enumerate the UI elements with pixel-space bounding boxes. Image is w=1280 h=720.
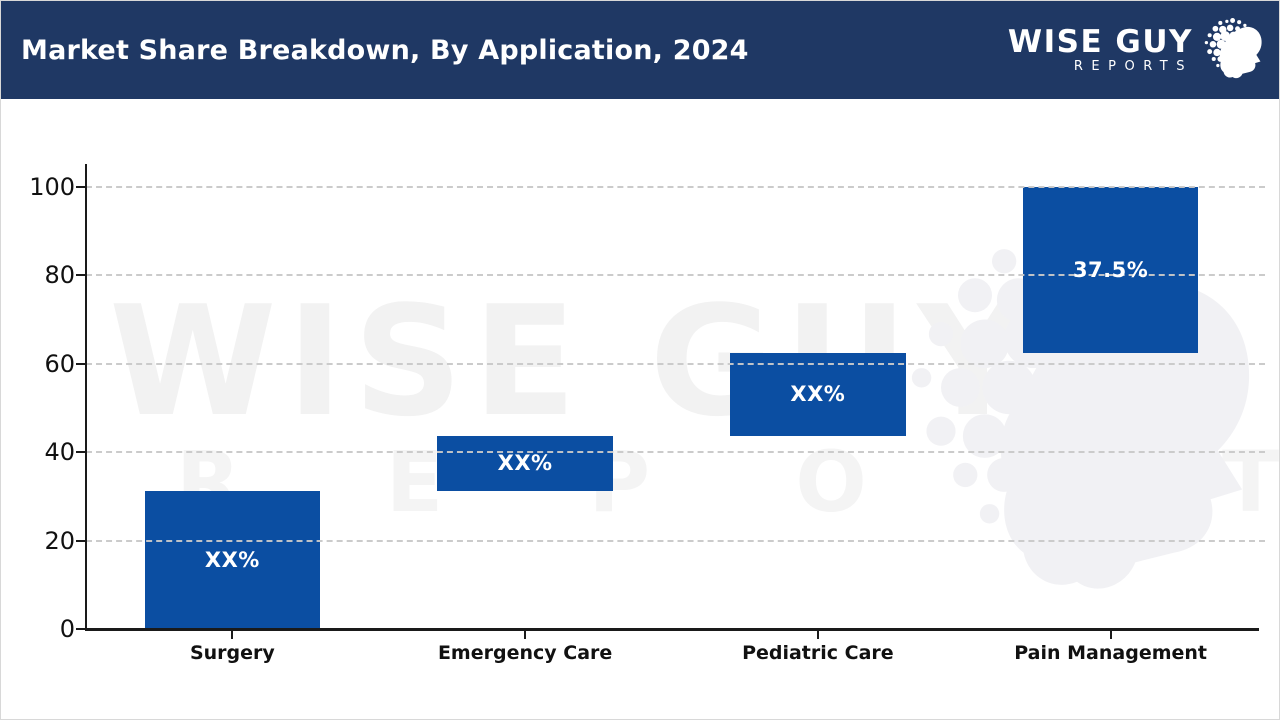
y-axis-line xyxy=(85,164,87,631)
x-category-label-pediatric-care: Pediatric Care xyxy=(742,642,894,664)
gridline-60 xyxy=(86,362,1265,365)
y-tick-mark xyxy=(76,451,85,454)
x-axis-line xyxy=(85,628,1259,631)
y-tick-label: 0 xyxy=(59,615,75,643)
logo-subtitle: REPORTS xyxy=(1073,58,1193,74)
y-tick-label: 60 xyxy=(44,349,75,378)
x-category-label-surgery: Surgery xyxy=(189,642,275,664)
gridline-40 xyxy=(86,451,1265,454)
header-bar: Market Share Breakdown, By Application, … xyxy=(1,1,1279,99)
x-tick-mark xyxy=(524,631,527,639)
bar-pediatric-care xyxy=(730,352,906,436)
x-category-label-emergency-care: Emergency Care xyxy=(437,642,613,664)
bar-value-label-pediatric-care: XX% xyxy=(790,382,846,407)
wiseguy-logo: WISE GUY REPORTS xyxy=(1008,13,1267,87)
bar-pain-management xyxy=(1022,187,1199,353)
gridline-20 xyxy=(86,539,1265,542)
logo-wordmark: WISE GUY xyxy=(1007,23,1193,60)
y-tick-mark xyxy=(76,362,85,365)
gridline-100 xyxy=(86,186,1265,188)
y-tick-label: 40 xyxy=(44,438,75,467)
y-tick-mark xyxy=(76,628,85,630)
x-tick-mark xyxy=(816,631,819,639)
bar-surgery xyxy=(144,490,321,629)
y-tick-mark xyxy=(76,539,85,542)
gridline-80 xyxy=(86,274,1265,277)
x-category-label-pain-management: Pain Management xyxy=(1014,642,1207,664)
y-tick-mark xyxy=(76,186,85,188)
bar-value-label-emergency-care: XX% xyxy=(497,451,553,476)
page-title: Market Share Breakdown, By Application, … xyxy=(21,34,749,66)
bar-value-label-surgery: XX% xyxy=(204,547,260,572)
x-tick-mark xyxy=(1109,631,1112,639)
bar-value-label-pain-management: 37.5% xyxy=(1072,257,1149,282)
y-tick-label: 80 xyxy=(44,261,75,290)
y-tick-label: 20 xyxy=(44,526,75,555)
bar-emergency-care xyxy=(437,435,613,491)
x-tick-mark xyxy=(231,631,234,639)
y-tick-label: 100 xyxy=(29,173,75,201)
y-tick-mark xyxy=(76,274,85,277)
